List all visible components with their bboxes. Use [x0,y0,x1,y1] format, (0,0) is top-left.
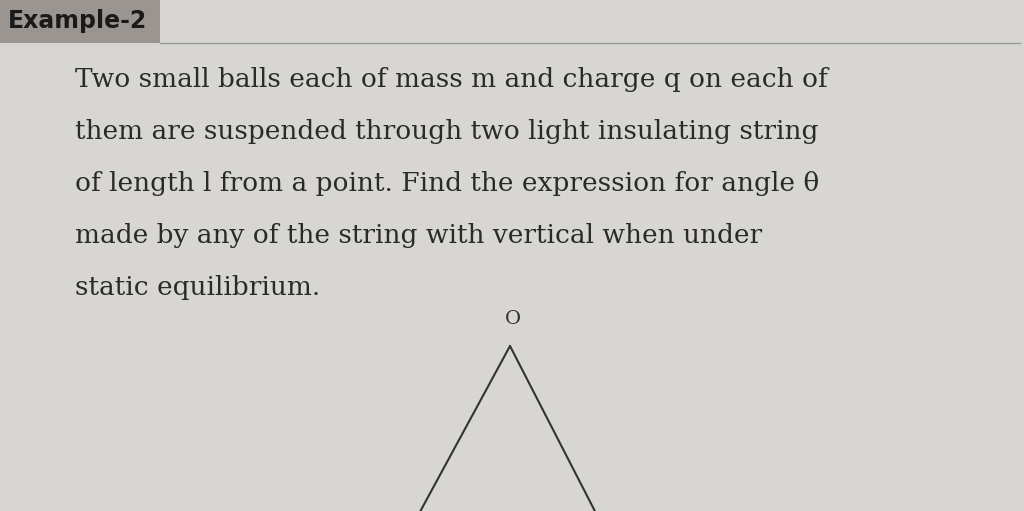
Text: made by any of the string with vertical when under: made by any of the string with vertical … [75,223,762,248]
Text: them are suspended through two light insulating string: them are suspended through two light ins… [75,119,818,144]
Text: Two small balls each of mass m and charge q on each of: Two small balls each of mass m and charg… [75,67,827,92]
Text: O: O [505,310,521,328]
Text: static equilibrium.: static equilibrium. [75,275,321,300]
Text: Example-2: Example-2 [8,9,147,33]
Text: of length l from a point. Find the expression for angle θ: of length l from a point. Find the expre… [75,171,819,196]
Bar [0,0,160,43]
